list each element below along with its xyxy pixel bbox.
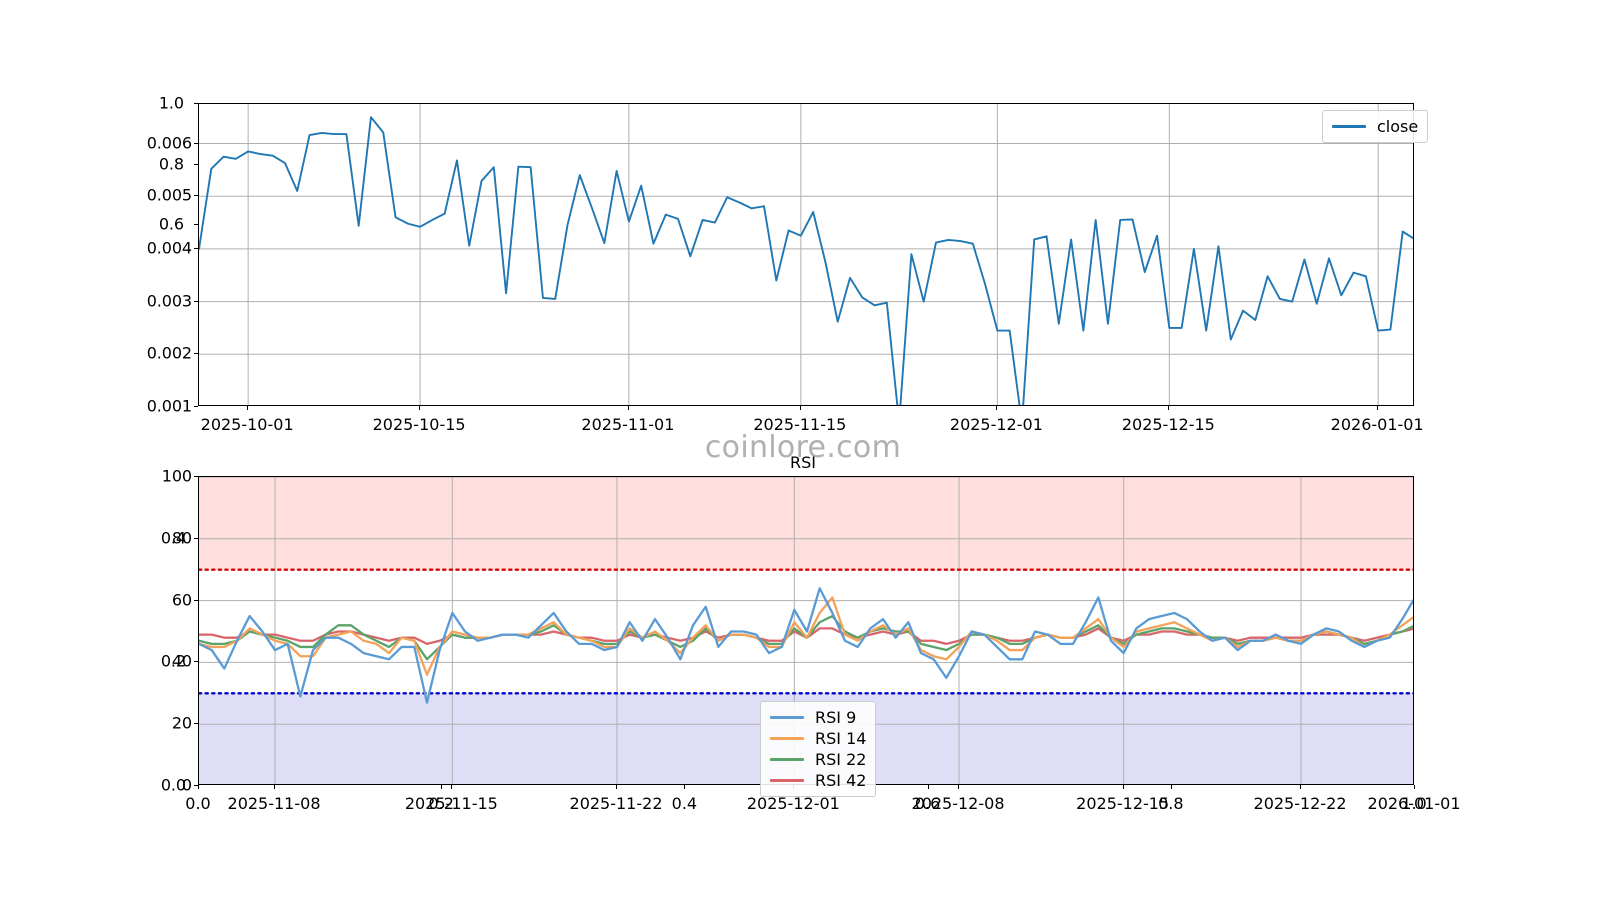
rsi-chart-legend: RSI 9 RSI 14 RSI 22 RSI 42 — [760, 701, 877, 797]
price-y-overlay-tick-label: 0.6 — [158, 214, 184, 234]
price-y-tickmark — [194, 142, 198, 144]
price-x-tick-label: 2025-10-01 — [200, 415, 294, 434]
price-y-tick-label: 0.001 — [146, 396, 192, 416]
rsi-x-tick-label: 2025-11-15 — [404, 794, 498, 813]
rsi-y-tickmark — [194, 723, 198, 725]
price-y-tick-label: 0.005 — [146, 185, 192, 205]
price-series-svg — [199, 104, 1413, 405]
rsi-x-tick-label: 2025-12-15 — [1076, 794, 1170, 813]
price-x-tickmark — [1377, 406, 1379, 410]
legend-color-swatch — [770, 779, 804, 782]
price-y-tickmark — [194, 406, 198, 407]
price-x-tickmark — [996, 406, 998, 410]
legend-item-rsi-22: RSI 22 — [770, 749, 866, 770]
rsi-x-overlay-tickmark — [198, 785, 199, 789]
legend-label: RSI 9 — [815, 708, 857, 727]
rsi-x-overlay-tick-label: 0.6 — [914, 794, 941, 813]
rsi-x-overlay-tick-label: 0.0 — [185, 794, 211, 813]
rsi-x-tick-label: 2025-12-01 — [746, 794, 840, 813]
rsi-y-tick-label: 40 — [171, 651, 192, 671]
price-x-tickmark — [1168, 406, 1170, 410]
legend-color-swatch — [1332, 125, 1366, 128]
rsi-x-overlay-tick-label: 0.4 — [671, 794, 698, 813]
rsi-x-tick-label: 2025-11-08 — [227, 794, 321, 813]
legend-label: close — [1377, 117, 1419, 136]
rsi-x-tickmark — [451, 785, 453, 789]
rsi-x-overlay-tick-label: 1.0 — [1401, 794, 1427, 813]
rsi-x-tick-label: 2025-12-08 — [911, 794, 1005, 813]
legend-label: RSI 22 — [815, 750, 867, 769]
price-x-tick-label: 2025-11-01 — [581, 415, 675, 434]
price-y-tick-label: 0.004 — [146, 238, 192, 258]
rsi-x-overlay-tickmark — [1414, 785, 1415, 789]
price-y-overlay-tickmark — [194, 103, 198, 104]
rsi-plot-surface — [199, 477, 1413, 784]
rsi-y-overlay-tickmark — [194, 537, 198, 539]
price-y-tickmark — [194, 353, 198, 355]
rsi-panel-title: RSI — [790, 453, 816, 472]
rsi-x-tickmark — [958, 785, 959, 789]
price-chart-axes — [198, 103, 1414, 406]
price-x-tickmark — [799, 406, 801, 410]
price-y-overlay-tick-label: 1.0 — [158, 93, 184, 113]
rsi-y-tickmark — [194, 599, 198, 601]
rsi-y-overlay-tick-label: 0.4 — [160, 528, 186, 548]
price-x-tick-label: 2025-11-15 — [753, 415, 847, 434]
rsi-x-overlay-tickmark — [684, 785, 686, 789]
rsi-y-tick-label: 100 — [161, 466, 192, 486]
rsi-y-overlay-tick-label: 0.2 — [160, 651, 186, 671]
legend-color-swatch — [770, 737, 804, 740]
price-x-tickmark — [627, 406, 629, 410]
rsi-chart-axes — [198, 476, 1414, 785]
rsi-y-tick-label: 0 — [181, 775, 192, 795]
price-chart-legend: close — [1322, 110, 1429, 143]
rsi-x-overlay-tick-label: 0.2 — [428, 794, 454, 813]
price-y-tick-label: 0.002 — [146, 343, 192, 363]
rsi-x-overlay-tickmark — [927, 785, 929, 789]
price-y-tick-label: 0.006 — [146, 133, 192, 153]
rsi-y-overlay-tick-label: 0.0 — [160, 775, 186, 795]
legend-item-close: close — [1332, 116, 1418, 137]
rsi-y-tick-label: 80 — [171, 528, 192, 548]
price-x-tick-label: 2025-12-15 — [1121, 415, 1215, 434]
legend-color-swatch — [770, 758, 804, 761]
rsi-y-tickmark — [194, 476, 198, 477]
rsi-y-tick-label: 20 — [171, 713, 192, 733]
watermark-coinlore: coinlore.com — [704, 430, 902, 465]
rsi-x-tickmark — [1300, 785, 1301, 789]
legend-item-rsi-14: RSI 14 — [770, 728, 866, 749]
price-y-overlay-tickmark — [194, 224, 198, 226]
price-x-tickmark — [247, 406, 249, 410]
price-x-tick-label: 2026-01-01 — [1330, 415, 1424, 434]
price-y-tickmark — [194, 195, 198, 197]
legend-item-rsi-9: RSI 9 — [770, 707, 866, 728]
legend-label: RSI 42 — [815, 771, 867, 790]
price-plot-surface — [199, 104, 1413, 405]
rsi-x-tickmark — [1122, 785, 1124, 789]
rsi-x-tick-label: 2025-11-22 — [569, 794, 663, 813]
rsi-x-overlay-tick-label: 0.8 — [1158, 794, 1184, 813]
price-y-tickmark — [194, 247, 198, 249]
rsi-y-tick-label: 60 — [171, 590, 192, 610]
rsi-x-tick-label: 2025-12-22 — [1253, 794, 1347, 813]
rsi-y-overlay-tickmark — [194, 785, 198, 786]
price-x-tickmark — [419, 406, 421, 410]
legend-item-rsi-42: RSI 42 — [770, 770, 866, 791]
price-x-tick-label: 2025-10-15 — [372, 415, 466, 434]
rsi-x-overlay-tickmark — [1170, 785, 1172, 789]
rsi-x-tickmark — [616, 785, 617, 789]
price-y-overlay-tickmark — [194, 163, 198, 165]
legend-label: RSI 14 — [815, 729, 867, 748]
price-y-overlay-tick-label: 0.8 — [158, 154, 184, 174]
rsi-series-svg — [199, 477, 1413, 784]
price-y-tickmark — [194, 300, 198, 302]
price-x-tick-label: 2025-12-01 — [949, 415, 1043, 434]
rsi-x-overlay-tickmark — [441, 785, 443, 789]
price-y-tick-label: 0.003 — [146, 291, 192, 311]
rsi-y-overlay-tickmark — [194, 661, 198, 663]
legend-color-swatch — [770, 716, 804, 719]
rsi-x-tickmark — [274, 785, 275, 789]
rsi-x-tick-label: 2026-01-01 — [1367, 794, 1461, 813]
